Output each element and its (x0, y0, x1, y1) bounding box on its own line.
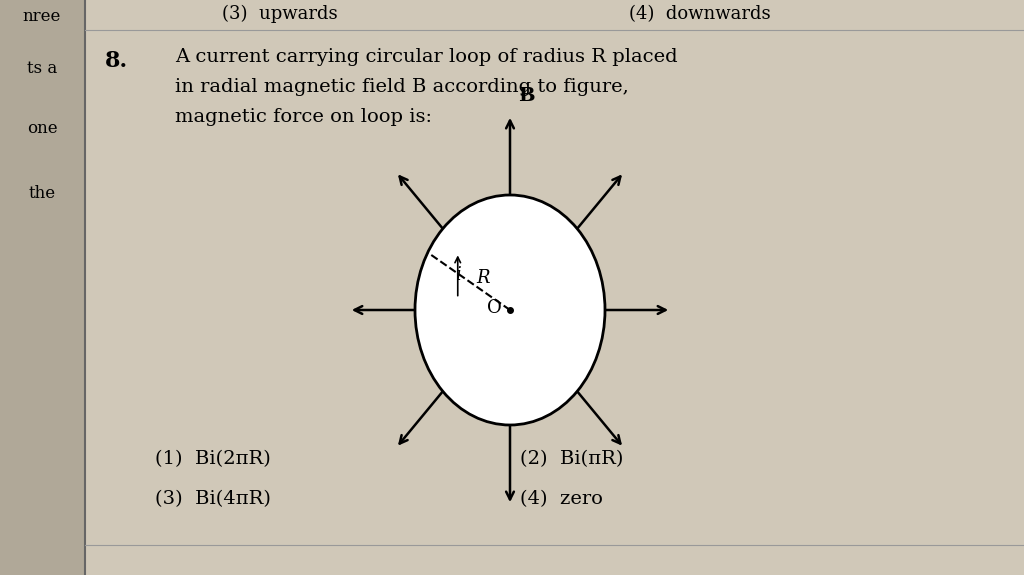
Text: B: B (518, 87, 535, 105)
Text: (3)  upwards: (3) upwards (222, 5, 338, 23)
Text: (2)  Bi(πR): (2) Bi(πR) (520, 450, 624, 468)
Text: one: one (27, 120, 57, 137)
Text: ts a: ts a (27, 60, 57, 77)
Bar (0, 0, 85, 575)
Text: R: R (477, 269, 490, 288)
Text: A current carrying circular loop of radius R placed: A current carrying circular loop of radi… (175, 48, 678, 66)
Text: the: the (29, 185, 55, 202)
Text: in radial magnetic field B according to figure,: in radial magnetic field B according to … (175, 78, 629, 96)
Text: (4)  downwards: (4) downwards (629, 5, 771, 23)
Text: (3)  Bi(4πR): (3) Bi(4πR) (155, 490, 271, 508)
Text: nree: nree (23, 8, 61, 25)
Text: (4)  zero: (4) zero (520, 490, 603, 508)
Text: (1)  Bi(2πR): (1) Bi(2πR) (155, 450, 270, 468)
Text: i: i (455, 266, 461, 285)
Text: magnetic force on loop is:: magnetic force on loop is: (175, 108, 432, 126)
Text: 8.: 8. (105, 50, 128, 72)
Text: O: O (487, 299, 502, 317)
Ellipse shape (415, 195, 605, 425)
